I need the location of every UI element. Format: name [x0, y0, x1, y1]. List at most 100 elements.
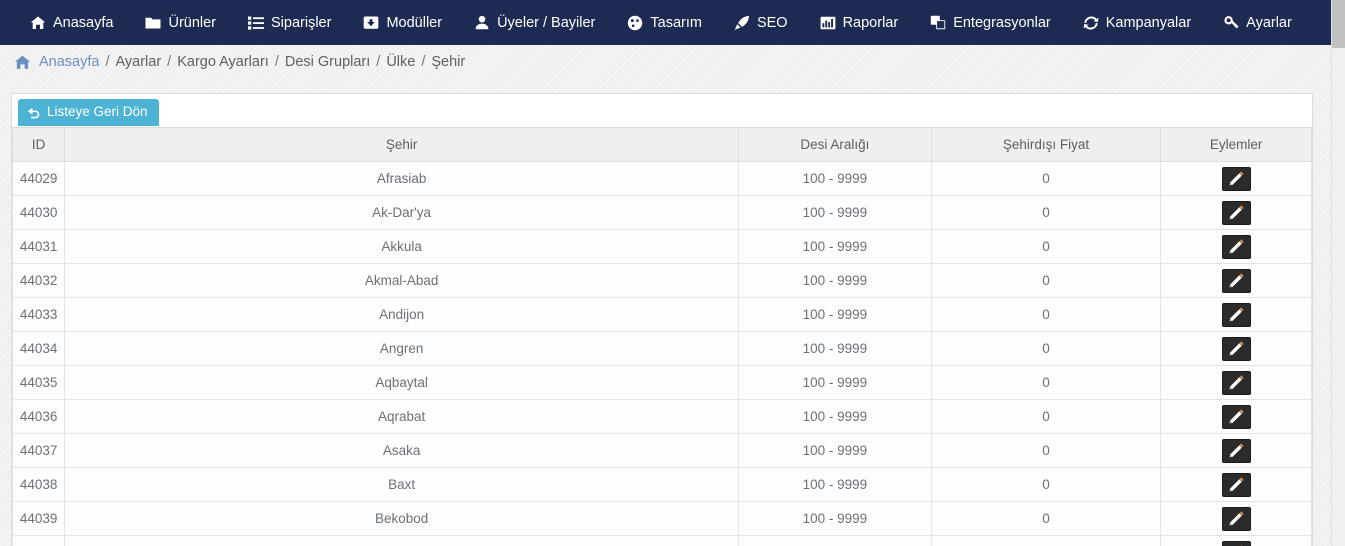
cell-sehir: Bekobod — [64, 501, 739, 536]
cell-price: 0 — [930, 467, 1162, 502]
edit-row-button[interactable] — [1221, 472, 1251, 497]
cell-actions — [1160, 365, 1312, 400]
edit-row-button[interactable] — [1221, 200, 1251, 225]
table-row: 44034 Angren 100 - 9999 0 — [12, 331, 1312, 366]
main-navbar: Anasayfa Ürünler Siparişler Modüller — [0, 0, 1331, 45]
nav-item-label: Tasarım — [650, 14, 702, 31]
breadcrumb-item-anasayfa[interactable]: Anasayfa — [39, 54, 100, 70]
cell-id: 44037 — [12, 433, 66, 468]
pencil-icon — [1229, 511, 1244, 526]
nav-item-label: Ayarlar — [1246, 14, 1292, 31]
edit-row-button[interactable] — [1221, 268, 1251, 293]
cell-id: 44039 — [12, 501, 66, 536]
content-panel: Listeye Geri Dön ID Şehir Desi Aralığı Ş… — [11, 93, 1313, 546]
refresh-icon — [1083, 15, 1099, 31]
edit-row-button[interactable] — [1221, 506, 1251, 531]
rocket-icon — [734, 15, 750, 31]
cell-price: 0 — [930, 195, 1162, 230]
nav-item-raporlar[interactable]: Raporlar — [804, 9, 915, 37]
nav-item-label: Anasayfa — [53, 14, 114, 31]
edit-row-button[interactable] — [1221, 166, 1251, 191]
table-row: 44030 Ak-Dar'ya 100 - 9999 0 — [12, 195, 1312, 230]
table-row: 44032 Akmal-Abad 100 - 9999 0 — [12, 263, 1312, 298]
user-icon — [474, 15, 490, 31]
cell-desi: 100 - 9999 — [737, 229, 932, 264]
table-row: 44029 Afrasiab 100 - 9999 0 — [12, 161, 1312, 196]
breadcrumb-item-kargo-ayarlari[interactable]: Kargo Ayarları — [177, 54, 269, 70]
pencil-icon — [1229, 409, 1244, 424]
breadcrumb-separator: / — [105, 54, 110, 70]
home-icon — [14, 54, 31, 71]
nav-item-kampanyalar[interactable]: Kampanyalar — [1067, 9, 1207, 37]
cell-id: 44031 — [12, 229, 66, 264]
list-icon — [248, 15, 265, 31]
nav-item-label: Modüller — [386, 14, 443, 31]
column-header-desi[interactable]: Desi Aralığı — [737, 127, 932, 162]
nav-item-entegrasyonlar[interactable]: Entegrasyonlar — [914, 9, 1067, 37]
breadcrumb-separator: / — [274, 54, 279, 70]
cell-actions — [1160, 399, 1312, 434]
pencil-icon — [1229, 443, 1244, 458]
edit-row-button[interactable] — [1221, 540, 1251, 546]
nav-item-label: Entegrasyonlar — [953, 14, 1051, 31]
plug-icon — [930, 15, 946, 31]
cell-desi: 100 - 9999 — [737, 501, 932, 536]
back-to-list-button[interactable]: Listeye Geri Dön — [18, 99, 159, 126]
cell-actions — [1160, 331, 1312, 366]
nav-item-tasarim[interactable]: Tasarım — [611, 9, 718, 37]
nav-item-uyeler-bayiler[interactable]: Üyeler / Bayiler — [458, 9, 611, 37]
cell-desi: 100 - 9999 — [737, 365, 932, 400]
cell-desi: 100 - 9999 — [737, 399, 932, 434]
nav-item-seo[interactable]: SEO — [718, 9, 804, 37]
cell-desi: 100 - 9999 — [737, 263, 932, 298]
folder-icon — [145, 15, 161, 31]
column-header-price[interactable]: Şehirdışı Fiyat — [930, 127, 1162, 162]
breadcrumb-item-desi-gruplari[interactable]: Desi Grupları — [284, 54, 371, 70]
cell-price: 0 — [930, 161, 1162, 196]
breadcrumb-item-ulke[interactable]: Ülke — [386, 54, 416, 70]
edit-row-button[interactable] — [1221, 438, 1251, 463]
edit-row-button[interactable] — [1221, 404, 1251, 429]
sehir-table: ID Şehir Desi Aralığı Şehirdışı Fiyat Ey… — [12, 127, 1312, 546]
nav-item-siparisler[interactable]: Siparişler — [232, 9, 347, 37]
undo-arrow-icon — [27, 105, 41, 119]
edit-row-button[interactable] — [1221, 302, 1251, 327]
table-row: 44033 Andijon 100 - 9999 0 — [12, 297, 1312, 332]
breadcrumb-item-ayarlar[interactable]: Ayarlar — [115, 54, 162, 70]
cell-price: 0 — [930, 229, 1162, 264]
cell-price: 0 — [930, 365, 1162, 400]
bar-chart-icon — [820, 15, 836, 31]
cell-sehir: Asaka — [64, 433, 739, 468]
column-header-id[interactable]: ID — [12, 127, 66, 162]
page-scrollbar-thumb[interactable] — [1332, 0, 1345, 48]
pencil-icon — [1229, 273, 1244, 288]
page-scrollbar-track[interactable] — [1331, 0, 1345, 546]
box-download-icon — [363, 15, 379, 31]
table-row: 44037 Asaka 100 - 9999 0 — [12, 433, 1312, 468]
breadcrumb: Anasayfa / Ayarlar / Kargo Ayarları / De… — [0, 45, 1331, 79]
nav-item-moduller[interactable]: Modüller — [347, 9, 458, 37]
cell-sehir: Angren — [64, 331, 739, 366]
edit-row-button[interactable] — [1221, 370, 1251, 395]
panel-toolbar: Listeye Geri Dön — [12, 94, 1312, 127]
column-header-sehir[interactable]: Şehir — [64, 127, 739, 162]
pencil-icon — [1229, 205, 1244, 220]
table-row: 44031 Akkula 100 - 9999 0 — [12, 229, 1312, 264]
table-row: 44036 Aqrabat 100 - 9999 0 — [12, 399, 1312, 434]
edit-row-button[interactable] — [1221, 234, 1251, 259]
nav-item-label: Siparişler — [271, 14, 332, 31]
pencil-icon — [1229, 477, 1244, 492]
nav-item-ayarlar[interactable]: Ayarlar — [1207, 9, 1308, 37]
edit-row-button[interactable] — [1221, 336, 1251, 361]
cell-actions — [1160, 229, 1312, 264]
nav-item-urunler[interactable]: Ürünler — [129, 9, 232, 37]
pencil-icon — [1229, 239, 1244, 254]
cell-id: 44033 — [12, 297, 66, 332]
nav-item-label: Ürünler — [168, 14, 217, 31]
cell-actions — [1160, 535, 1312, 546]
pencil-icon — [1229, 375, 1244, 390]
cell-desi: 100 - 9999 — [737, 331, 932, 366]
nav-item-anasayfa[interactable]: Anasayfa — [14, 9, 129, 37]
cell-id: 44034 — [12, 331, 66, 366]
